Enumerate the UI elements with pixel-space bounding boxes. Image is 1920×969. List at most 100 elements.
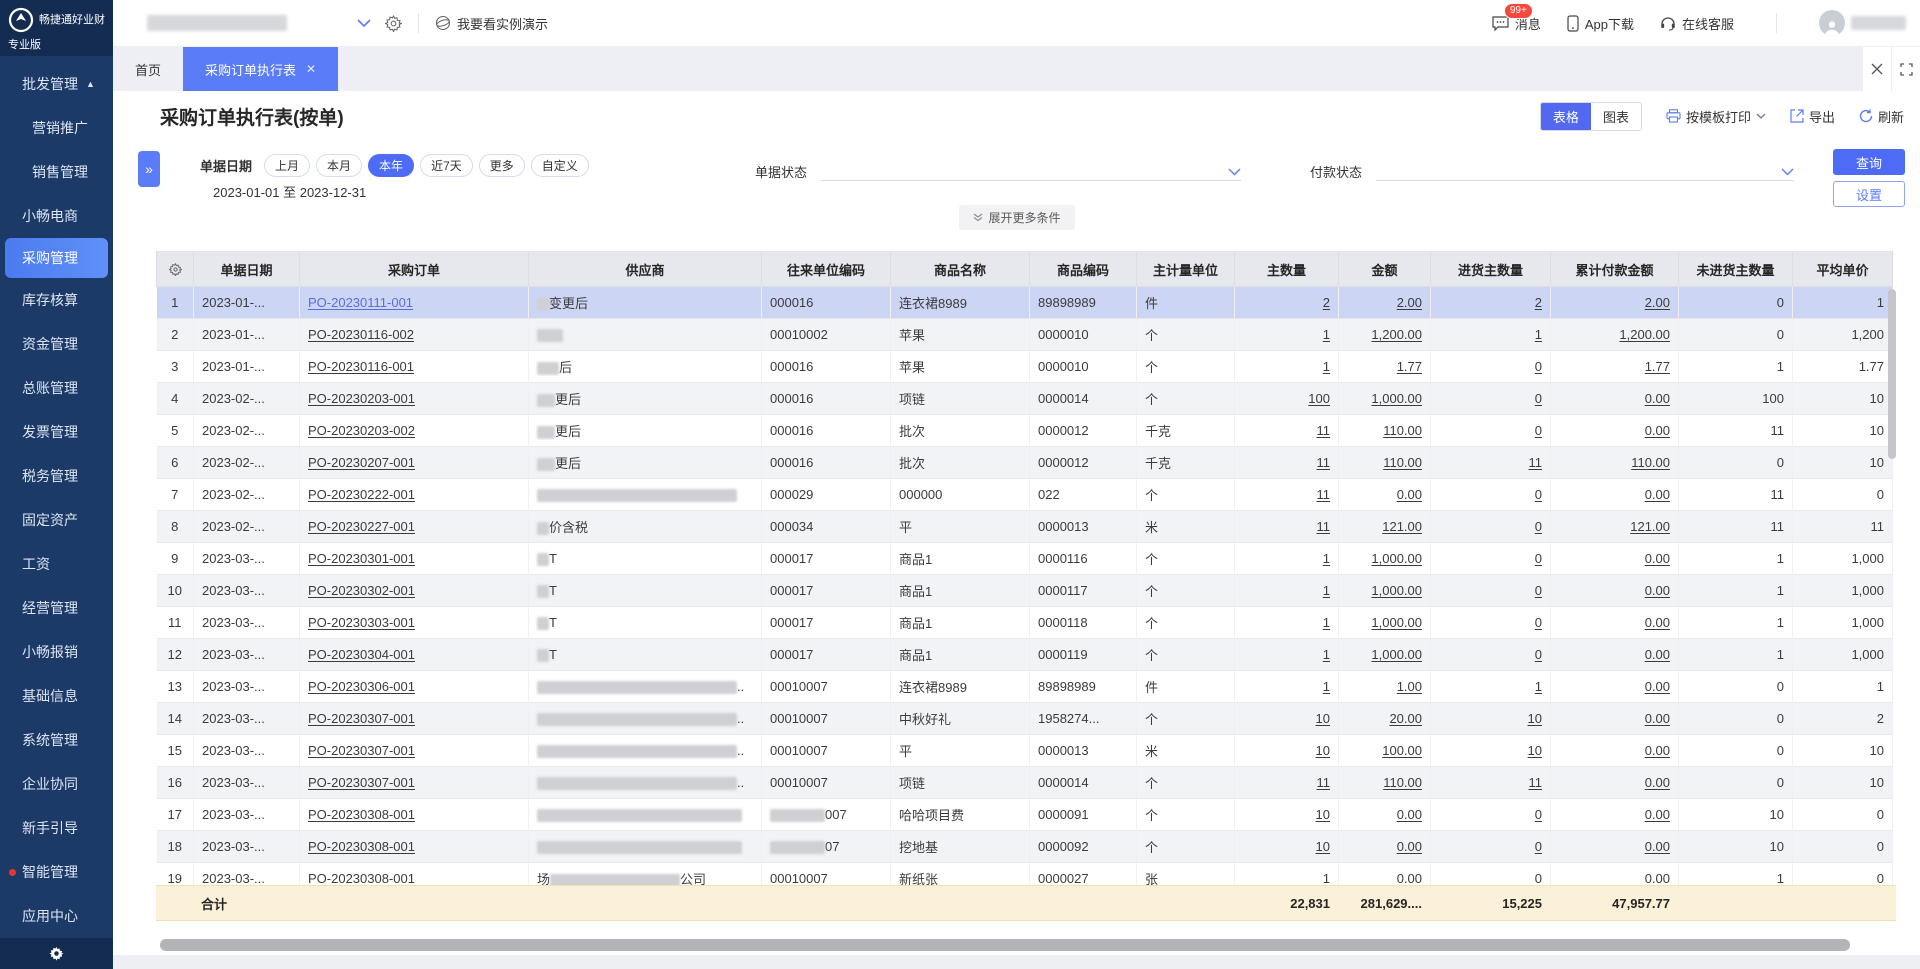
cell-pending-qty: 1: [1678, 350, 1793, 383]
sidebar-item-10[interactable]: 固定资产: [22, 512, 78, 528]
cell-unit-code: 000029: [761, 478, 891, 511]
view-table-button[interactable]: 表格: [1540, 102, 1591, 130]
table-row[interactable]: 13 2023-03-... PO-20230306-001.. 00010007 连衣…: [156, 670, 1893, 703]
sidebar-item-11[interactable]: 工资: [22, 556, 50, 572]
redacted-text: [770, 809, 825, 823]
column-header-6[interactable]: 商品编码: [1029, 251, 1137, 287]
sidebar-item-5[interactable]: 库存核算: [22, 292, 78, 308]
sidebar-item-12[interactable]: 经营管理: [22, 600, 78, 616]
table-row[interactable]: 4 2023-02-... PO-20230203-001 更后 000016 项链 000…: [156, 382, 1893, 415]
column-header-8[interactable]: 主数量: [1234, 251, 1339, 287]
column-settings-gear-icon[interactable]: [156, 251, 194, 287]
sidebar-item-15[interactable]: 系统管理: [22, 732, 78, 748]
gear-icon[interactable]: [385, 14, 402, 32]
cell-date: 2023-03-...: [193, 734, 300, 767]
sidebar-item-13[interactable]: 小畅报销: [22, 644, 78, 660]
date-option-2[interactable]: 本年: [368, 154, 415, 177]
cell-product-code: 0000013: [1029, 734, 1137, 767]
user-account[interactable]: [1819, 10, 1906, 36]
sidebar-item-19[interactable]: 应用中心: [22, 908, 78, 924]
online-service-button[interactable]: 在线客服: [1660, 14, 1734, 33]
sidebar-item-17[interactable]: 新手引导: [22, 820, 78, 836]
total-label: 合计: [201, 896, 228, 912]
chevron-down-icon: [1756, 113, 1766, 119]
close-page-icon[interactable]: [1862, 47, 1891, 91]
table-row[interactable]: 10 2023-03-... PO-20230302-001 T 000017 商品1 00…: [156, 574, 1893, 607]
date-option-3[interactable]: 近7天: [420, 154, 473, 177]
sidebar-item-7[interactable]: 总账管理: [22, 380, 78, 396]
company-selector[interactable]: [147, 15, 287, 31]
table-row[interactable]: 12 2023-03-... PO-20230304-001 T 000017 商品1 00…: [156, 638, 1893, 671]
collapse-filter-button[interactable]: »: [138, 151, 160, 187]
column-header-9[interactable]: 金额: [1338, 251, 1431, 287]
sidebar-item-9[interactable]: 税务管理: [22, 468, 78, 484]
table-row[interactable]: 9 2023-03-... PO-20230301-001 T 000017 商品1 000…: [156, 542, 1893, 575]
table-row[interactable]: 16 2023-03-... PO-20230307-001.. 00010007 项链…: [156, 766, 1893, 799]
cell-unit: 个: [1136, 382, 1235, 415]
doc-status-select[interactable]: [821, 159, 1242, 181]
total-cell-11: 47,957.77: [1612, 895, 1670, 911]
app-download-button[interactable]: App下载: [1567, 14, 1634, 33]
table-row[interactable]: 17 2023-03-... PO-20230308-001 007 哈哈项目费 0000…: [156, 798, 1893, 831]
column-header-10[interactable]: 进货主数量: [1430, 251, 1551, 287]
vertical-scrollbar[interactable]: [1888, 289, 1896, 459]
table-row[interactable]: 5 2023-02-... PO-20230203-002 更后 000016 批次 000…: [156, 414, 1893, 447]
column-header-2[interactable]: 采购订单: [299, 251, 529, 287]
column-header-4[interactable]: 往来单位编码: [761, 251, 891, 287]
column-header-5[interactable]: 商品名称: [890, 251, 1030, 287]
column-header-7[interactable]: 主计量单位: [1136, 251, 1235, 287]
table-row[interactable]: 8 2023-02-... PO-20230227-001 价含税 000034 平 000…: [156, 510, 1893, 543]
column-header-12[interactable]: 未进货主数量: [1678, 251, 1793, 287]
sidebar-item-4[interactable]: 采购管理: [5, 238, 108, 278]
sidebar-item-6[interactable]: 资金管理: [22, 336, 78, 352]
table-row[interactable]: 2 2023-01-... PO-20230116-002 00010002 苹果 000…: [156, 318, 1893, 351]
date-option-1[interactable]: 本月: [316, 154, 363, 177]
print-by-template-button[interactable]: 按模板打印: [1666, 107, 1766, 126]
top-bar: 我要看实例演示 99+ 消息 App下载 在线客服: [113, 0, 1920, 47]
sidebar-item-0[interactable]: 批发管理 ▲: [22, 76, 95, 92]
view-chart-button[interactable]: 图表: [1590, 102, 1641, 130]
settings-button[interactable]: 设置: [1833, 181, 1905, 207]
sidebar-item-1[interactable]: 营销推广: [32, 120, 88, 136]
tab-purchase-order-report[interactable]: 采购订单执行表 ✕: [183, 47, 339, 91]
column-header-11[interactable]: 累计付款金额: [1550, 251, 1679, 287]
horizontal-scrollbar[interactable]: [160, 939, 1860, 951]
table-row[interactable]: 14 2023-03-... PO-20230307-001.. 00010007 中秋…: [156, 702, 1893, 735]
expand-more-conditions-button[interactable]: 展开更多条件: [958, 205, 1075, 230]
query-button[interactable]: 查询: [1833, 149, 1905, 175]
table-row[interactable]: 1 2023-01-... PO-20230111-001 变更后 000016 连衣裙8…: [156, 286, 1893, 319]
refresh-button[interactable]: 刷新: [1859, 107, 1904, 126]
demo-link[interactable]: 我要看实例演示: [435, 14, 548, 33]
sidebar-item-2[interactable]: 销售管理: [32, 164, 88, 180]
fullscreen-icon[interactable]: [1891, 47, 1920, 91]
payment-status-select[interactable]: [1376, 159, 1795, 181]
column-header-3[interactable]: 供应商: [528, 251, 762, 287]
table-row[interactable]: 6 2023-02-... PO-20230207-001 更后 000016 批次 000…: [156, 446, 1893, 479]
chevron-down-icon[interactable]: [357, 18, 371, 28]
sidebar-menu: 批发管理 ▲ 营销推广销售管理小畅电商采购管理库存核算资金管理总账管理发票管理税务管…: [0, 56, 113, 938]
sidebar-item-16[interactable]: 企业协同: [22, 776, 78, 792]
table-row[interactable]: 3 2023-01-... PO-20230116-001 后 000016 苹果 0000…: [156, 350, 1893, 383]
cell-date: 2023-02-...: [193, 382, 300, 415]
messages-button[interactable]: 99+ 消息: [1492, 2, 1541, 33]
table-row[interactable]: 11 2023-03-... PO-20230303-001 T 000017 商品1 00…: [156, 606, 1893, 639]
table-row[interactable]: 15 2023-03-... PO-20230307-001.. 00010007 平 0…: [156, 734, 1893, 767]
cell-po-link: PO-20230307-001: [299, 702, 529, 735]
date-option-5[interactable]: 自定义: [530, 154, 589, 177]
table-row[interactable]: 18 2023-03-... PO-20230308-001 07 挖地基 0000092…: [156, 830, 1893, 863]
tab-home[interactable]: 首页: [135, 62, 162, 78]
cell-unit-code: 07: [761, 830, 891, 863]
sidebar-item-14[interactable]: 基础信息: [22, 688, 78, 704]
date-option-0[interactable]: 上月: [264, 154, 311, 177]
settings-gear-icon[interactable]: [49, 946, 64, 961]
column-header-1[interactable]: 单据日期: [193, 251, 300, 287]
tab-close-icon[interactable]: ✕: [306, 62, 317, 76]
sidebar-item-3[interactable]: 小畅电商: [22, 208, 78, 224]
sidebar-item-8[interactable]: 发票管理: [22, 424, 78, 440]
sidebar-item-18[interactable]: 智能管理: [0, 850, 113, 894]
date-option-4[interactable]: 更多: [478, 154, 525, 177]
table-row[interactable]: 7 2023-02-... PO-20230222-001 000029 000000 0…: [156, 478, 1893, 511]
export-button[interactable]: 导出: [1790, 107, 1835, 126]
column-header-13[interactable]: 平均单价: [1792, 251, 1893, 287]
avatar: [1819, 10, 1845, 36]
